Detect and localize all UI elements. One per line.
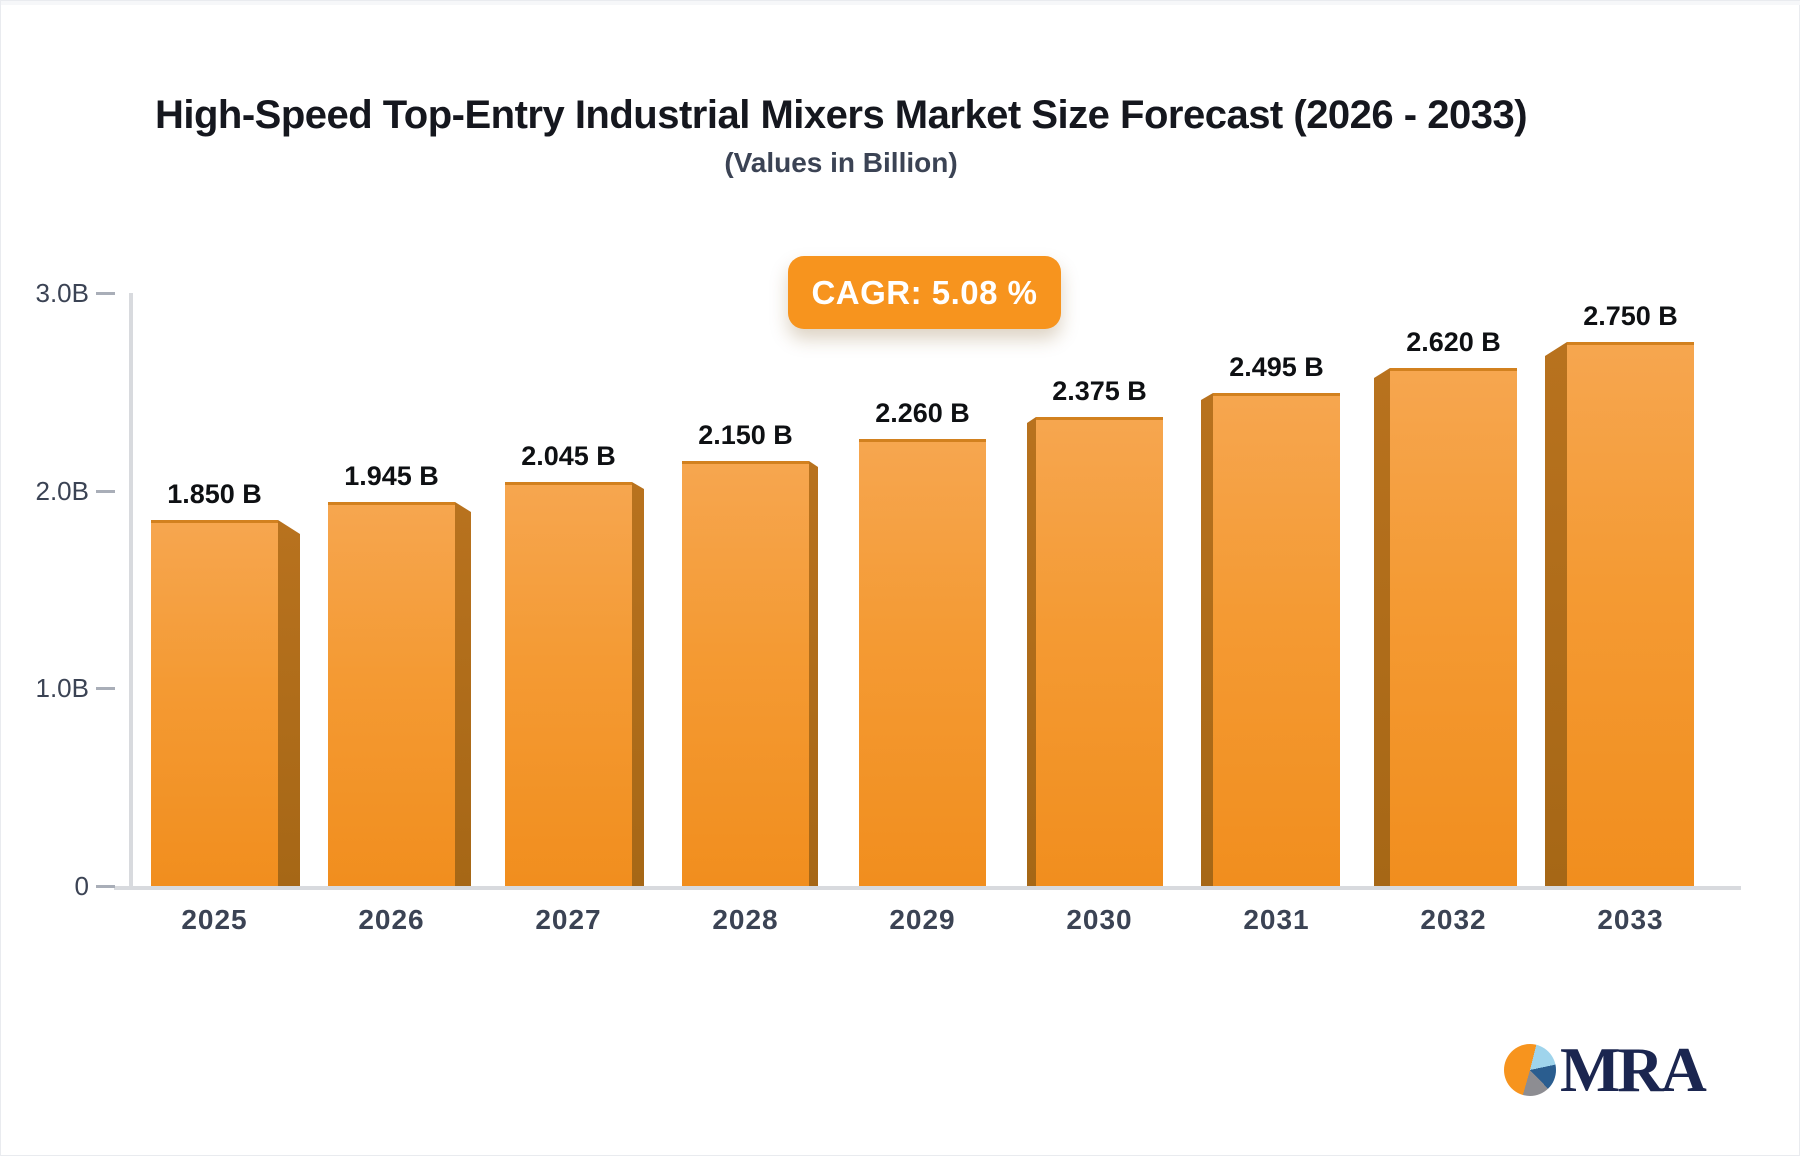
y-tick-mark xyxy=(96,489,115,493)
bar-2033 xyxy=(1567,342,1694,886)
bar-value-label: 1.945 B xyxy=(344,461,439,491)
x-tick-label: 2030 xyxy=(1066,904,1133,935)
y-tick-mark xyxy=(96,687,115,691)
y-tick-label: 0 xyxy=(74,871,89,901)
bar-3d-side xyxy=(278,520,300,886)
chart-subtitle: (Values in Billion) xyxy=(724,147,958,178)
y-tick-mark xyxy=(96,291,115,295)
bar-value-label: 2.750 B xyxy=(1583,301,1678,331)
bar-2032 xyxy=(1390,368,1517,886)
page-title: High-Speed Top-Entry Industrial Mixers M… xyxy=(154,93,1528,137)
brand-name: MRA xyxy=(1560,1034,1707,1105)
bar-2027 xyxy=(505,482,632,886)
bar-3d-side xyxy=(1545,342,1567,886)
bar-3d-side xyxy=(1201,393,1213,886)
y-axis-line xyxy=(129,292,133,890)
bar-2030 xyxy=(1036,417,1163,886)
bar-2031 xyxy=(1213,393,1340,886)
bar-3d-side xyxy=(1027,417,1036,886)
bar-3d-side xyxy=(632,482,644,886)
pie-chart-logo-icon xyxy=(1504,1044,1556,1096)
y-tick-label: 1.0B xyxy=(35,673,90,704)
y-tick-label: 2.0B xyxy=(35,475,90,506)
bar-2029 xyxy=(859,439,986,886)
x-axis-line xyxy=(114,886,1741,890)
y-tick-label: 3.0B xyxy=(35,277,90,308)
x-tick-label: 2026 xyxy=(358,904,425,935)
bar-3d-side xyxy=(455,502,471,886)
x-tick-label: 2028 xyxy=(712,904,779,935)
bar-value-label: 2.495 B xyxy=(1229,352,1324,382)
x-tick-label: 2033 xyxy=(1597,904,1664,935)
x-tick-label: 2027 xyxy=(535,904,602,935)
x-tick-label: 2029 xyxy=(889,904,956,935)
bar-value-label: 2.260 B xyxy=(875,398,970,428)
x-tick-label: 2032 xyxy=(1420,904,1487,935)
bar-value-label: 2.620 B xyxy=(1406,327,1501,357)
cagr-badge: CAGR: 5.08 % xyxy=(788,256,1061,329)
y-tick-mark xyxy=(96,885,115,888)
bar-2028 xyxy=(682,461,809,886)
bar-value-label: 1.850 B xyxy=(167,479,262,509)
bar-value-label: 2.375 B xyxy=(1052,376,1147,406)
bar-2025 xyxy=(151,520,278,886)
bar-2026 xyxy=(328,502,455,886)
bar-value-label: 2.045 B xyxy=(521,441,616,471)
bar-value-label: 2.150 B xyxy=(698,420,793,450)
brand-logo: MRA xyxy=(1504,1034,1707,1105)
x-tick-label: 2025 xyxy=(181,904,248,935)
x-tick-label: 2031 xyxy=(1243,904,1310,935)
top-accent-strip xyxy=(1,1,1800,5)
bar-3d-side xyxy=(809,461,818,886)
bar-3d-side xyxy=(1374,368,1390,886)
